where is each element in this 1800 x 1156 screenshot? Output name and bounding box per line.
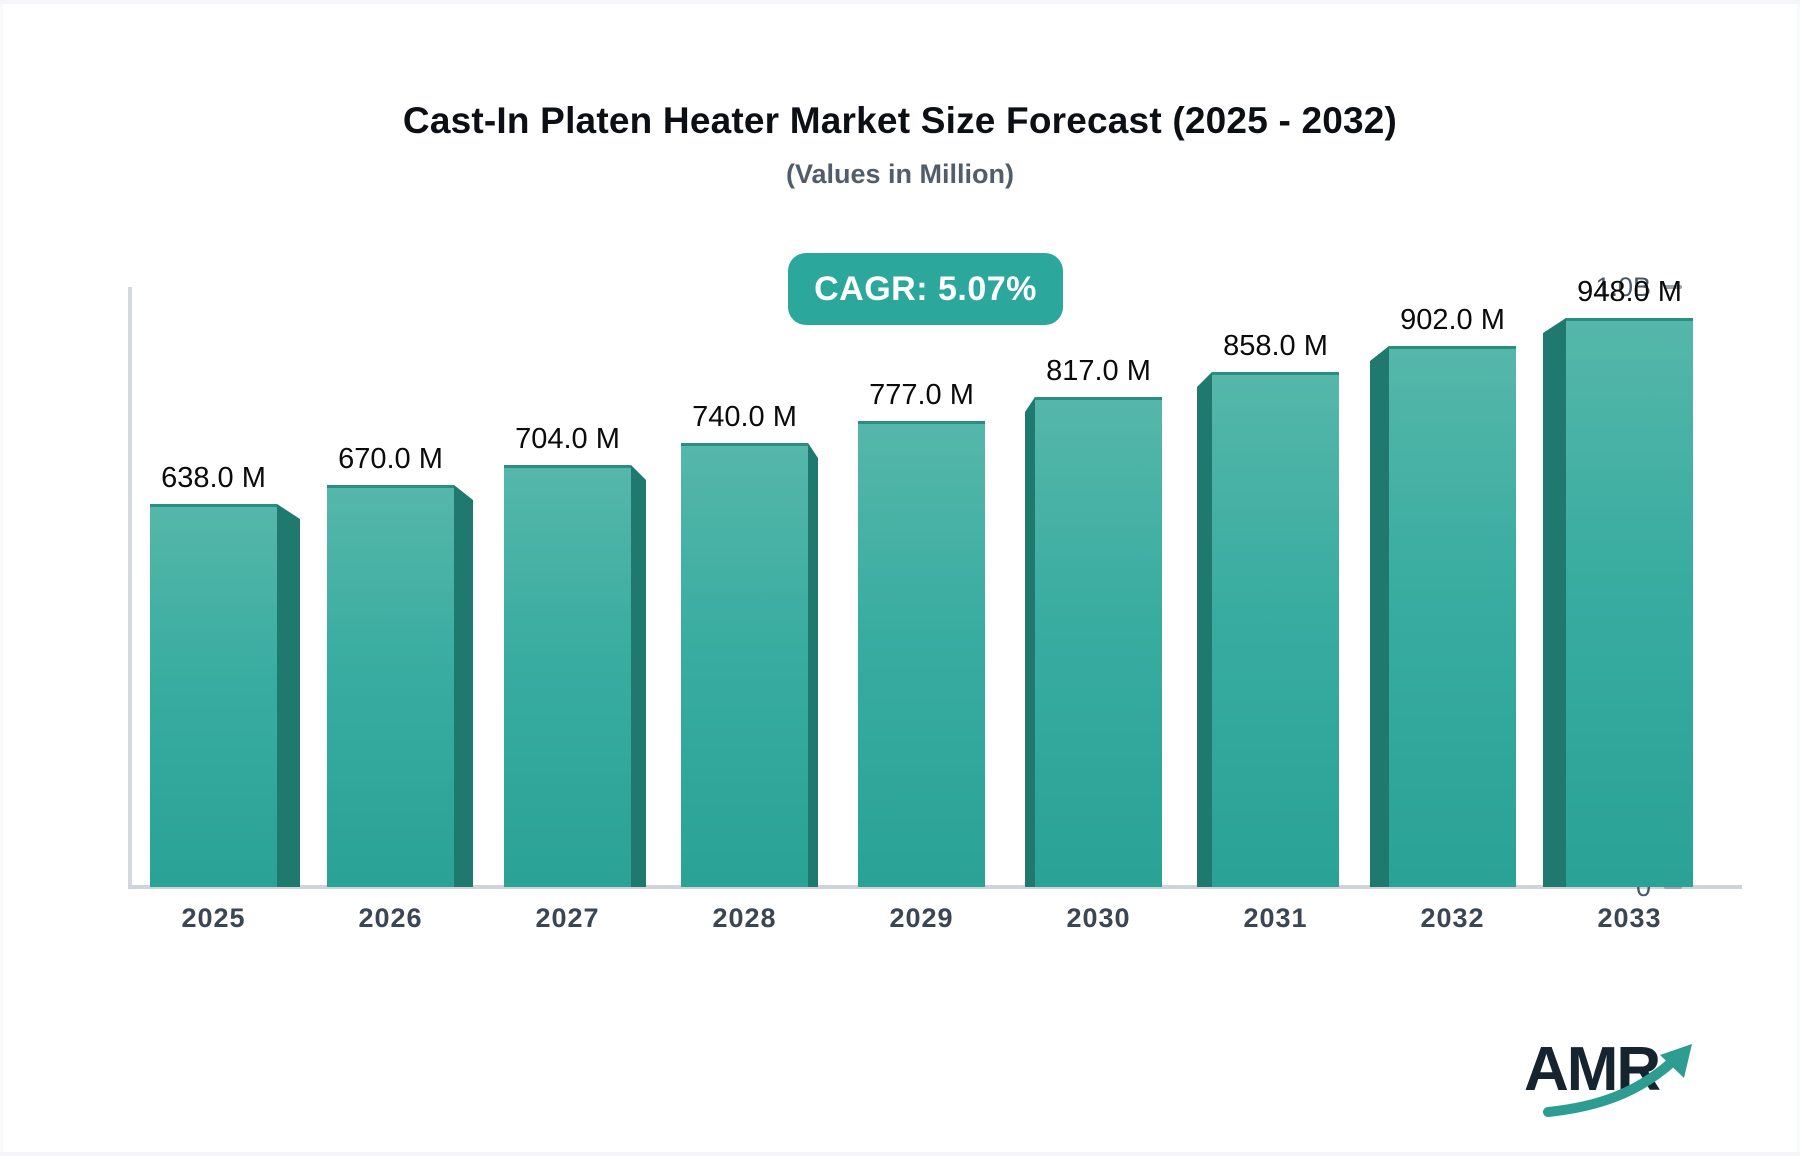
bar-value-label: 858.0 M (1223, 330, 1328, 362)
amr-logo: AMR (1524, 1035, 1692, 1117)
bar-side-face (454, 485, 473, 887)
x-tick-label: 2032 (1420, 903, 1485, 933)
y-tick-row: 1.0B (0, 271, 1682, 303)
x-tick-label: 2030 (1066, 903, 1131, 933)
bar-value-label: 670.0 M (338, 443, 443, 475)
bar-side-face (1370, 346, 1389, 887)
logo-arrow-icon (1543, 1057, 1677, 1117)
cagr-badge: CAGR: 5.07% (788, 253, 1063, 325)
bar (327, 485, 454, 887)
bar-value-label: 817.0 M (1046, 355, 1151, 387)
x-tick-label: 2031 (1243, 903, 1308, 933)
bar (1035, 397, 1162, 887)
chart-subtitle: (Values in Million) (785, 159, 1015, 189)
bar-value-label: 948.0 M (1577, 276, 1682, 308)
x-axis-line (128, 885, 1742, 889)
x-tick-label: 2027 (535, 903, 600, 933)
bar (150, 504, 277, 887)
x-tick-label: 2028 (712, 903, 777, 933)
logo-arrowhead-icon (1660, 1044, 1692, 1078)
bar-side-face (808, 443, 818, 887)
x-tick-label: 2029 (889, 903, 954, 933)
bar (1566, 318, 1693, 887)
bar (858, 421, 985, 887)
y-tick-dash (1664, 885, 1682, 889)
bar-side-face (1025, 397, 1035, 887)
bar-value-label: 638.0 M (161, 462, 266, 494)
bar (681, 443, 808, 887)
x-tick-label: 2026 (358, 903, 423, 933)
amr-logo-text: AMR (1524, 1035, 1660, 1104)
bar-value-label: 902.0 M (1400, 304, 1505, 336)
x-tick-label: 2025 (181, 903, 246, 933)
bar (1389, 346, 1516, 887)
bar-side-face (1197, 372, 1212, 887)
x-tick-label: 2033 (1597, 903, 1662, 933)
bar-value-label: 704.0 M (515, 423, 620, 455)
bar-value-label: 740.0 M (692, 401, 797, 433)
bar-value-label: 777.0 M (869, 379, 974, 411)
chart-header: Cast-In Platen Heater Market Size Foreca… (0, 100, 1800, 190)
chart-title: Cast-In Platen Heater Market Size Foreca… (402, 100, 1398, 141)
bar (504, 465, 631, 887)
y-tick-label: 1.0B (1595, 272, 1651, 302)
bar-side-face (277, 504, 300, 887)
y-tick-dash (1664, 285, 1682, 289)
cagr-badge-label: CAGR: 5.07% (814, 269, 1037, 308)
bar-side-face (1543, 318, 1566, 887)
y-axis-line (128, 287, 132, 889)
bar (1212, 372, 1339, 887)
bar-side-face (631, 465, 646, 887)
